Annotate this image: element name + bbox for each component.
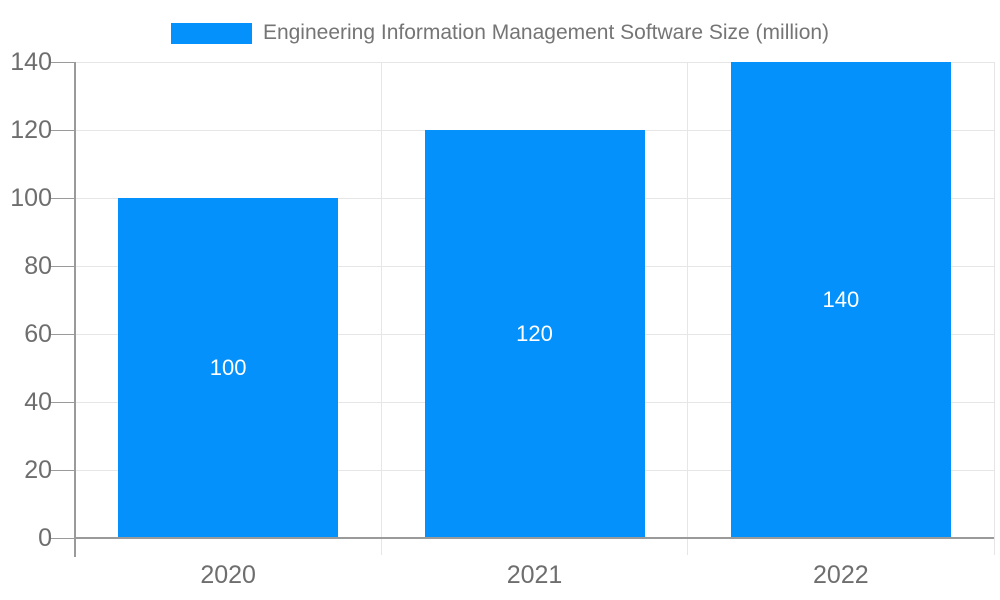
y-axis-tick bbox=[50, 197, 75, 199]
x-axis-tick-label: 2021 bbox=[506, 561, 563, 589]
y-axis-tick bbox=[50, 265, 75, 267]
y-axis-tick-label: 120 bbox=[10, 116, 52, 144]
x-axis-tick-label: 2020 bbox=[200, 561, 256, 589]
y-axis-tick-label: 100 bbox=[10, 184, 52, 212]
y-axis-tick bbox=[50, 61, 75, 63]
x-axis-tick-label: 2022 bbox=[813, 561, 869, 589]
y-axis-tick-label: 0 bbox=[38, 524, 52, 552]
legend-swatch bbox=[170, 22, 252, 44]
x-gridline bbox=[380, 62, 382, 555]
y-axis-tick-label: 40 bbox=[24, 388, 52, 416]
y-axis-tick bbox=[50, 333, 75, 335]
bar bbox=[730, 62, 951, 538]
bar-data-label: 140 bbox=[822, 287, 860, 312]
y-axis-tick bbox=[50, 537, 75, 539]
y-axis-tick-label: 60 bbox=[24, 320, 52, 348]
legend[interactable]: Engineering Information Management Softw… bbox=[0, 14, 1000, 52]
y-gridline bbox=[75, 61, 994, 63]
y-axis-tick bbox=[50, 129, 75, 131]
y-axis-tick bbox=[50, 469, 75, 471]
x-axis-line bbox=[74, 537, 994, 539]
bar-data-label: 100 bbox=[209, 355, 247, 380]
y-axis-tick bbox=[50, 401, 75, 403]
bar bbox=[118, 198, 339, 538]
x-gridline bbox=[687, 62, 689, 555]
legend-label: Engineering Information Management Softw… bbox=[262, 21, 830, 44]
y-axis-tick-label: 140 bbox=[10, 48, 52, 76]
y-axis-tick-label: 80 bbox=[24, 252, 52, 280]
x-gridline bbox=[993, 62, 995, 555]
y-axis-tick-label: 20 bbox=[24, 456, 52, 484]
bar-data-label: 120 bbox=[516, 321, 553, 346]
bar bbox=[424, 130, 645, 538]
y-axis-line bbox=[74, 62, 76, 557]
